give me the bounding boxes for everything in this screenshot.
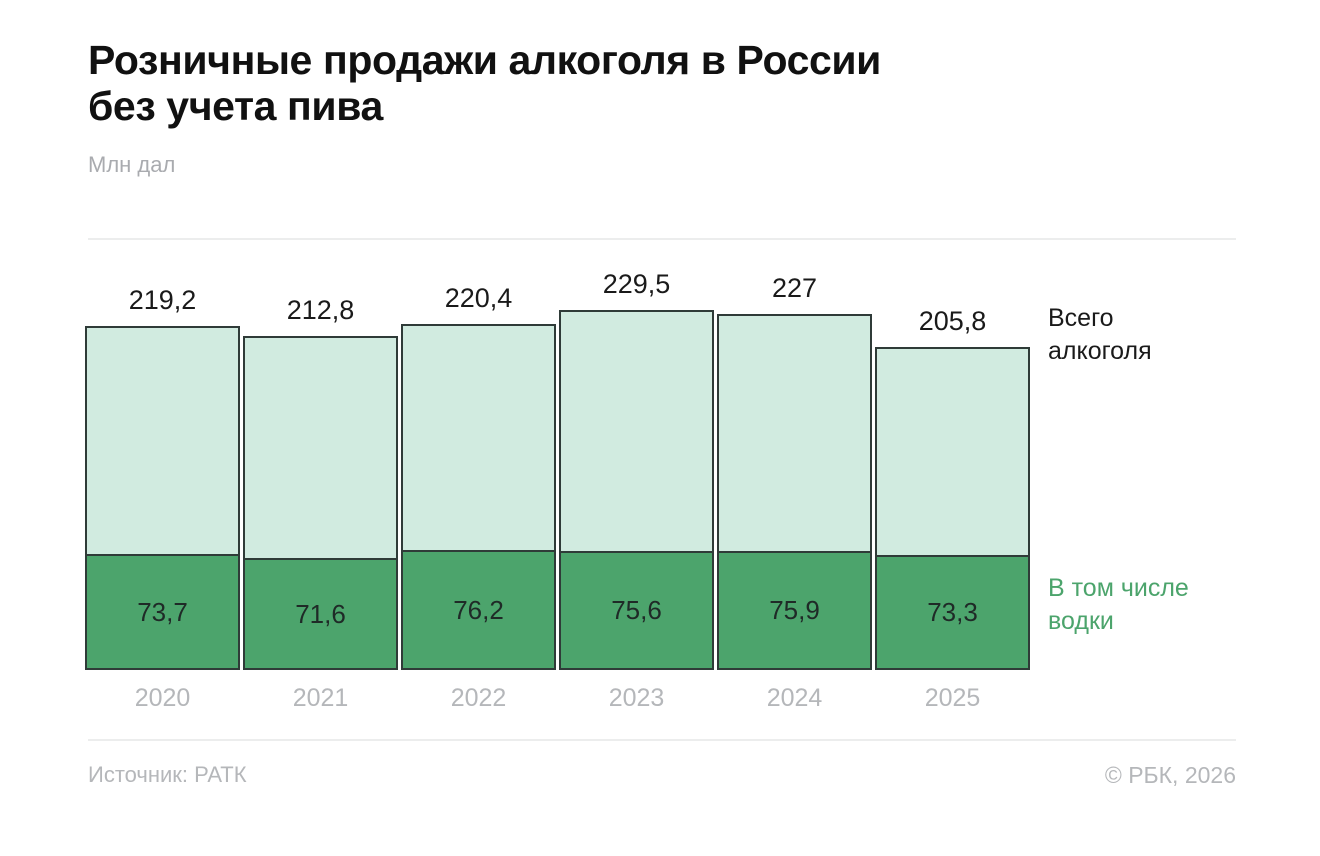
bar-segment-total (717, 314, 872, 670)
bar-segment-total (85, 326, 240, 670)
chart-header: Розничные продажи алкоголя в России без … (88, 37, 1238, 178)
bar-value-label-total: 219,2 (128, 285, 197, 315)
source-note: Источник: РАТК (88, 762, 247, 787)
chart-units-subtitle: Млн дал (88, 151, 176, 177)
bar-segment-total (243, 336, 398, 670)
header-divider (88, 238, 1236, 240)
bar-segment-total (875, 347, 1030, 670)
copyright-note: © РБК, 2026 (1104, 762, 1236, 788)
bar-value-label-total: 220,4 (444, 283, 513, 313)
footer-divider (88, 739, 1236, 741)
axis-tick-year: 2024 (766, 684, 823, 712)
bar-value-label-vodka: 75,6 (611, 595, 662, 625)
bar-group: 76,2 220,4 2022 (401, 262, 556, 712)
bar-group: 71,6 212,8 2021 (243, 262, 398, 712)
axis-tick-year: 2022 (450, 684, 507, 712)
bar-segment-vodka: 75,6 (559, 551, 714, 670)
bar-segment-vodka: 71,6 (243, 558, 398, 670)
bar-value-label-vodka: 76,2 (453, 594, 504, 625)
bar-segment-vodka: 73,3 (875, 555, 1030, 670)
bar-segment-total (559, 310, 714, 670)
legend-item-vodka: В том числе водки (1048, 574, 1189, 636)
axis-tick-year: 2021 (292, 684, 349, 712)
bar-segment-total (401, 324, 556, 670)
bar-segment-vodka: 75,9 (717, 551, 872, 670)
chart-plot-area: 73,7 219,2 2020 71,6 212,8 2021 76,2 220,4 2022 7… (85, 262, 1031, 712)
bar-group: 75,9 227 2024 (717, 262, 872, 712)
bar-segment-vodka: 73,7 (85, 554, 240, 670)
page-title: Розничные продажи алкоголя в России без … (88, 37, 881, 129)
bar-value-label-vodka: 75,9 (769, 595, 820, 625)
bar-value-label-total: 227 (771, 273, 818, 303)
axis-tick-year: 2023 (608, 684, 665, 712)
bar-value-label-vodka: 73,3 (927, 597, 978, 627)
bar-value-label-total: 229,5 (602, 269, 671, 299)
bar-group: 73,7 219,2 2020 (85, 262, 240, 712)
bar-group: 75,6 229,5 2023 (559, 262, 714, 712)
bar-group: 73,3 205,8 2025 (875, 262, 1030, 712)
bar-value-label-total: 205,8 (918, 306, 987, 336)
axis-tick-year: 2025 (924, 684, 981, 712)
bar-segment-vodka: 76,2 (401, 550, 556, 670)
bar-value-label-vodka: 73,7 (137, 596, 188, 627)
legend-item-total: Всего алкоголя (1048, 304, 1152, 366)
bar-value-label-total: 212,8 (286, 295, 355, 325)
axis-tick-year: 2020 (134, 684, 191, 712)
bar-value-label-vodka: 71,6 (295, 598, 346, 629)
